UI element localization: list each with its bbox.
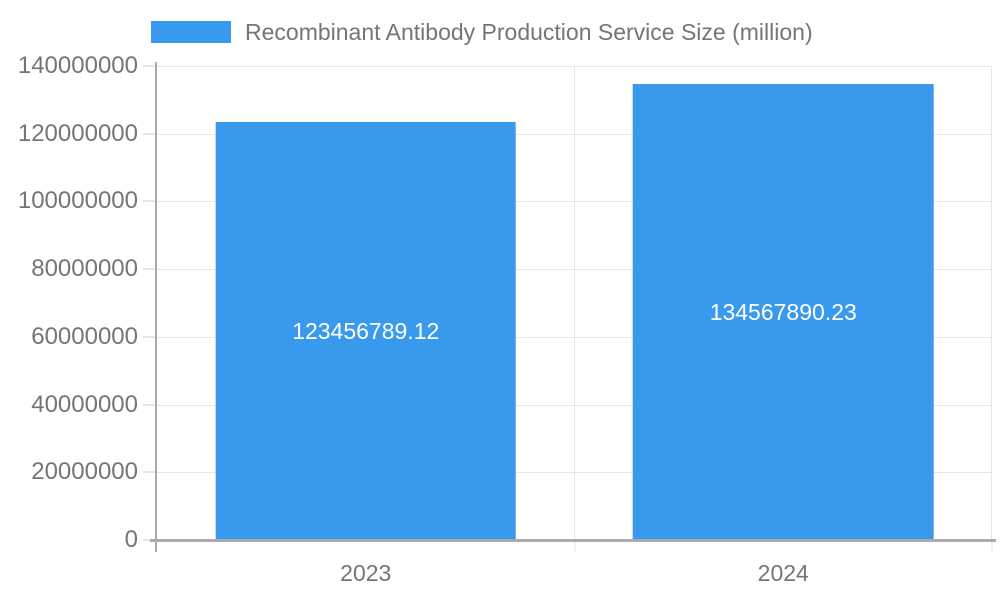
y-tick-label: 140000000 — [17, 52, 138, 79]
gridline-horizontal — [157, 404, 992, 406]
y-tick-label: 40000000 — [31, 390, 138, 418]
legend-swatch-icon — [151, 21, 231, 43]
gridline-horizontal — [157, 336, 992, 338]
gridline-horizontal — [157, 269, 992, 271]
legend-item[interactable]: Recombinant Antibody Production Service … — [151, 19, 813, 45]
y-tick — [143, 200, 157, 202]
y-tick-label: 20000000 — [31, 458, 138, 486]
y-tick — [143, 471, 157, 473]
bar: 134567890.23 — [632, 84, 934, 540]
y-tick — [143, 65, 157, 67]
y-tick — [143, 133, 157, 135]
gridline-horizontal — [157, 472, 992, 474]
x-axis-tick-marks — [157, 542, 993, 553]
y-axis-labels: 0 20000000 40000000 60000000 80000000 1000000… — [0, 54, 138, 552]
plot-area: 123456789.12 134567890.23 — [157, 66, 992, 540]
gridlines — [157, 66, 992, 540]
y-tick — [143, 404, 157, 406]
bar: 123456789.12 — [215, 122, 517, 540]
y-tick-label: 60000000 — [31, 322, 138, 350]
bar-value-label: 134567890.23 — [709, 298, 857, 325]
y-axis-line — [155, 62, 157, 552]
y-tick-label: 80000000 — [31, 255, 138, 283]
x-tick — [574, 542, 575, 553]
gridline-horizontal — [157, 66, 992, 67]
bar-groups: 123456789.12 134567890.23 — [157, 66, 992, 540]
x-axis-labels: 2023 2024 — [157, 560, 992, 587]
gridline-vertical — [573, 66, 575, 540]
bar-group: 134567890.23 — [575, 66, 992, 540]
y-tick-label: 100000000 — [17, 187, 138, 215]
x-tick-label: 2023 — [340, 560, 392, 586]
x-axis-line — [150, 539, 996, 542]
x-tick-label: 2024 — [757, 560, 809, 586]
y-tick-label: 120000000 — [17, 119, 138, 147]
bar-value-label: 123456789.12 — [292, 317, 440, 344]
bar-group: 123456789.12 — [157, 66, 575, 540]
gridline-vertical — [991, 66, 992, 540]
y-tick-label: 0 — [124, 526, 138, 553]
gridline-horizontal — [157, 201, 992, 203]
gridline-horizontal — [157, 133, 992, 135]
y-tick — [143, 336, 157, 338]
y-tick — [143, 268, 157, 270]
x-tick — [991, 542, 993, 553]
legend-label: Recombinant Antibody Production Service … — [245, 18, 813, 45]
